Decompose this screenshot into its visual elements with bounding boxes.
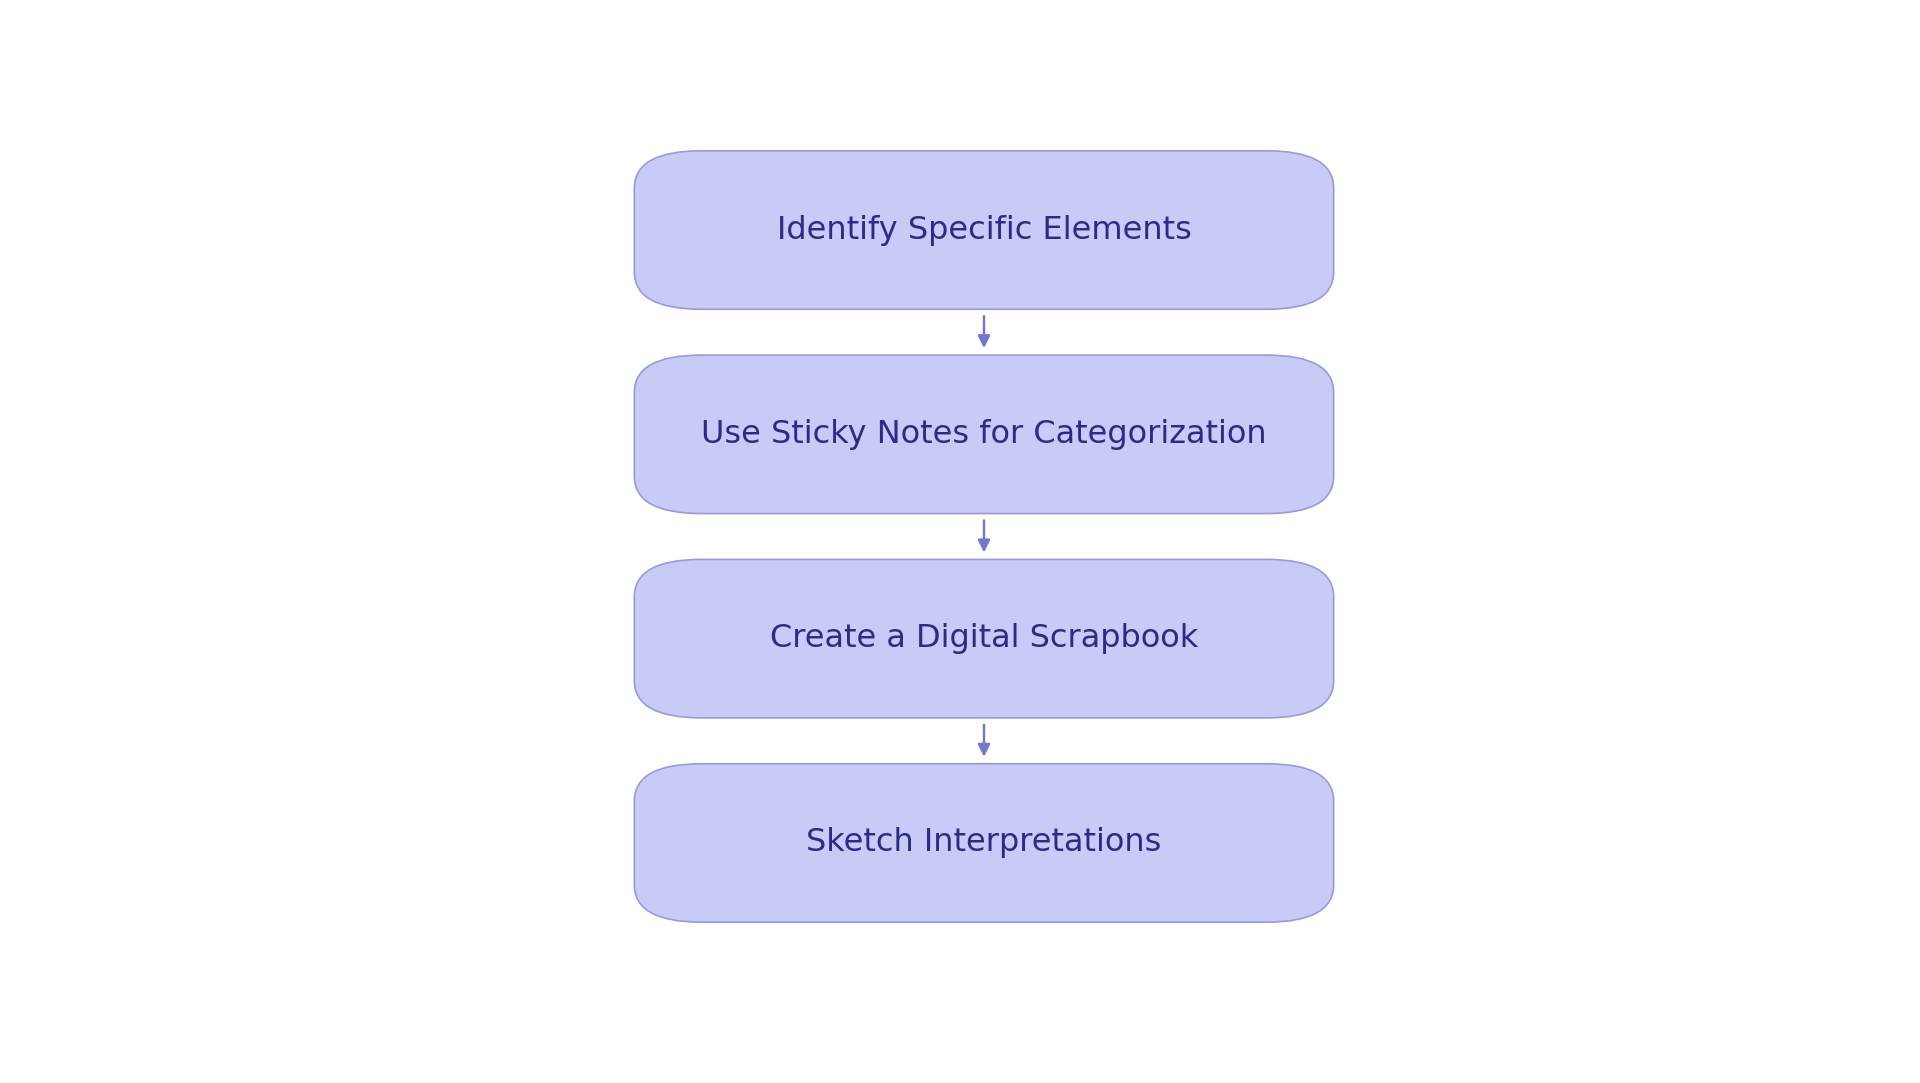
Text: Sketch Interpretations: Sketch Interpretations bbox=[806, 827, 1162, 859]
FancyBboxPatch shape bbox=[634, 355, 1334, 513]
Text: Identify Specific Elements: Identify Specific Elements bbox=[776, 214, 1192, 246]
Text: Create a Digital Scrapbook: Create a Digital Scrapbook bbox=[770, 623, 1198, 654]
FancyBboxPatch shape bbox=[634, 151, 1334, 310]
Text: Use Sticky Notes for Categorization: Use Sticky Notes for Categorization bbox=[701, 419, 1267, 449]
FancyBboxPatch shape bbox=[634, 560, 1334, 718]
FancyBboxPatch shape bbox=[634, 764, 1334, 923]
